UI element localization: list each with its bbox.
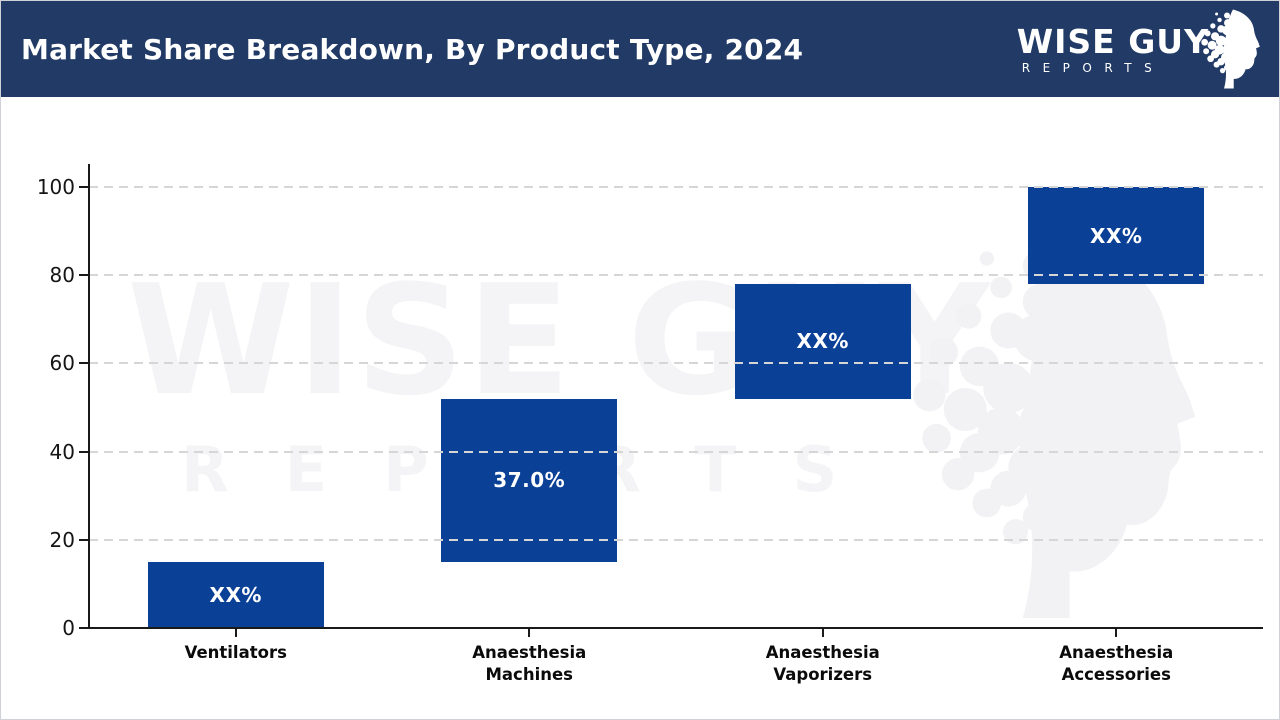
x-category-label: Anaesthesia Machines xyxy=(472,643,587,685)
gridline-y-100 xyxy=(89,186,1263,188)
x-category-label: Anaesthesia Accessories xyxy=(1059,643,1174,685)
chart-title: Market Share Breakdown, By Product Type,… xyxy=(21,32,804,66)
bar-anaesthesia-accessories: XX% xyxy=(1028,187,1205,285)
y-tick-label: 60 xyxy=(49,351,75,376)
y-axis-line xyxy=(88,164,90,629)
y-tick-mark xyxy=(79,274,88,277)
bar-value-label: 37.0% xyxy=(493,468,566,493)
y-tick-label: 80 xyxy=(49,263,75,288)
bar-anaesthesia-machines: 37.0% xyxy=(441,398,618,562)
gridline-y-20 xyxy=(89,538,1263,541)
wise-guy-head-icon xyxy=(1201,9,1260,89)
y-tick-mark xyxy=(79,538,88,541)
bar-ventilators: XX% xyxy=(147,561,324,628)
wise-guy-logo-text: WISE GUY REPORTS xyxy=(1017,25,1209,74)
y-tick-label: 20 xyxy=(49,527,75,552)
bar-anaesthesia-vaporizers: XX% xyxy=(734,284,911,399)
x-category-label: Ventilators xyxy=(184,643,287,662)
y-tick-label: 0 xyxy=(62,616,75,640)
header-bar: Market Share Breakdown, By Product Type,… xyxy=(1,1,1279,97)
x-tick-mark xyxy=(528,628,531,637)
bar-value-label: XX% xyxy=(209,582,262,607)
logo-subtext: REPORTS xyxy=(1021,60,1165,75)
x-tick-mark xyxy=(821,628,824,637)
logo-wordmark: WISE GUY xyxy=(1016,21,1209,61)
y-tick-mark xyxy=(79,186,88,188)
gridline-y-60 xyxy=(89,362,1263,365)
y-tick-mark xyxy=(79,627,88,629)
bar-value-label: XX% xyxy=(1090,223,1143,248)
wise-guy-logo: WISE GUY REPORTS xyxy=(1017,8,1267,90)
y-tick-label: 40 xyxy=(49,439,75,464)
plot-area: 0 20 40 60 80 100 XX% Ventilators 37.0% Anaesthes… xyxy=(37,164,1263,684)
x-axis-line xyxy=(88,627,1263,629)
y-tick-label: 100 xyxy=(36,175,75,199)
y-tick-mark xyxy=(79,450,88,453)
y-tick-mark xyxy=(79,362,88,365)
x-category-label: Anaesthesia Vaporizers xyxy=(765,643,880,685)
x-tick-mark xyxy=(1115,628,1118,637)
gridline-y-80 xyxy=(89,274,1263,277)
chart-canvas: WISE GUY REPORTS 020406080100XX%Ventilat… xyxy=(1,97,1279,719)
gridline-y-40 xyxy=(89,450,1263,453)
x-tick-mark xyxy=(234,628,237,637)
bar-value-label: XX% xyxy=(796,329,849,354)
